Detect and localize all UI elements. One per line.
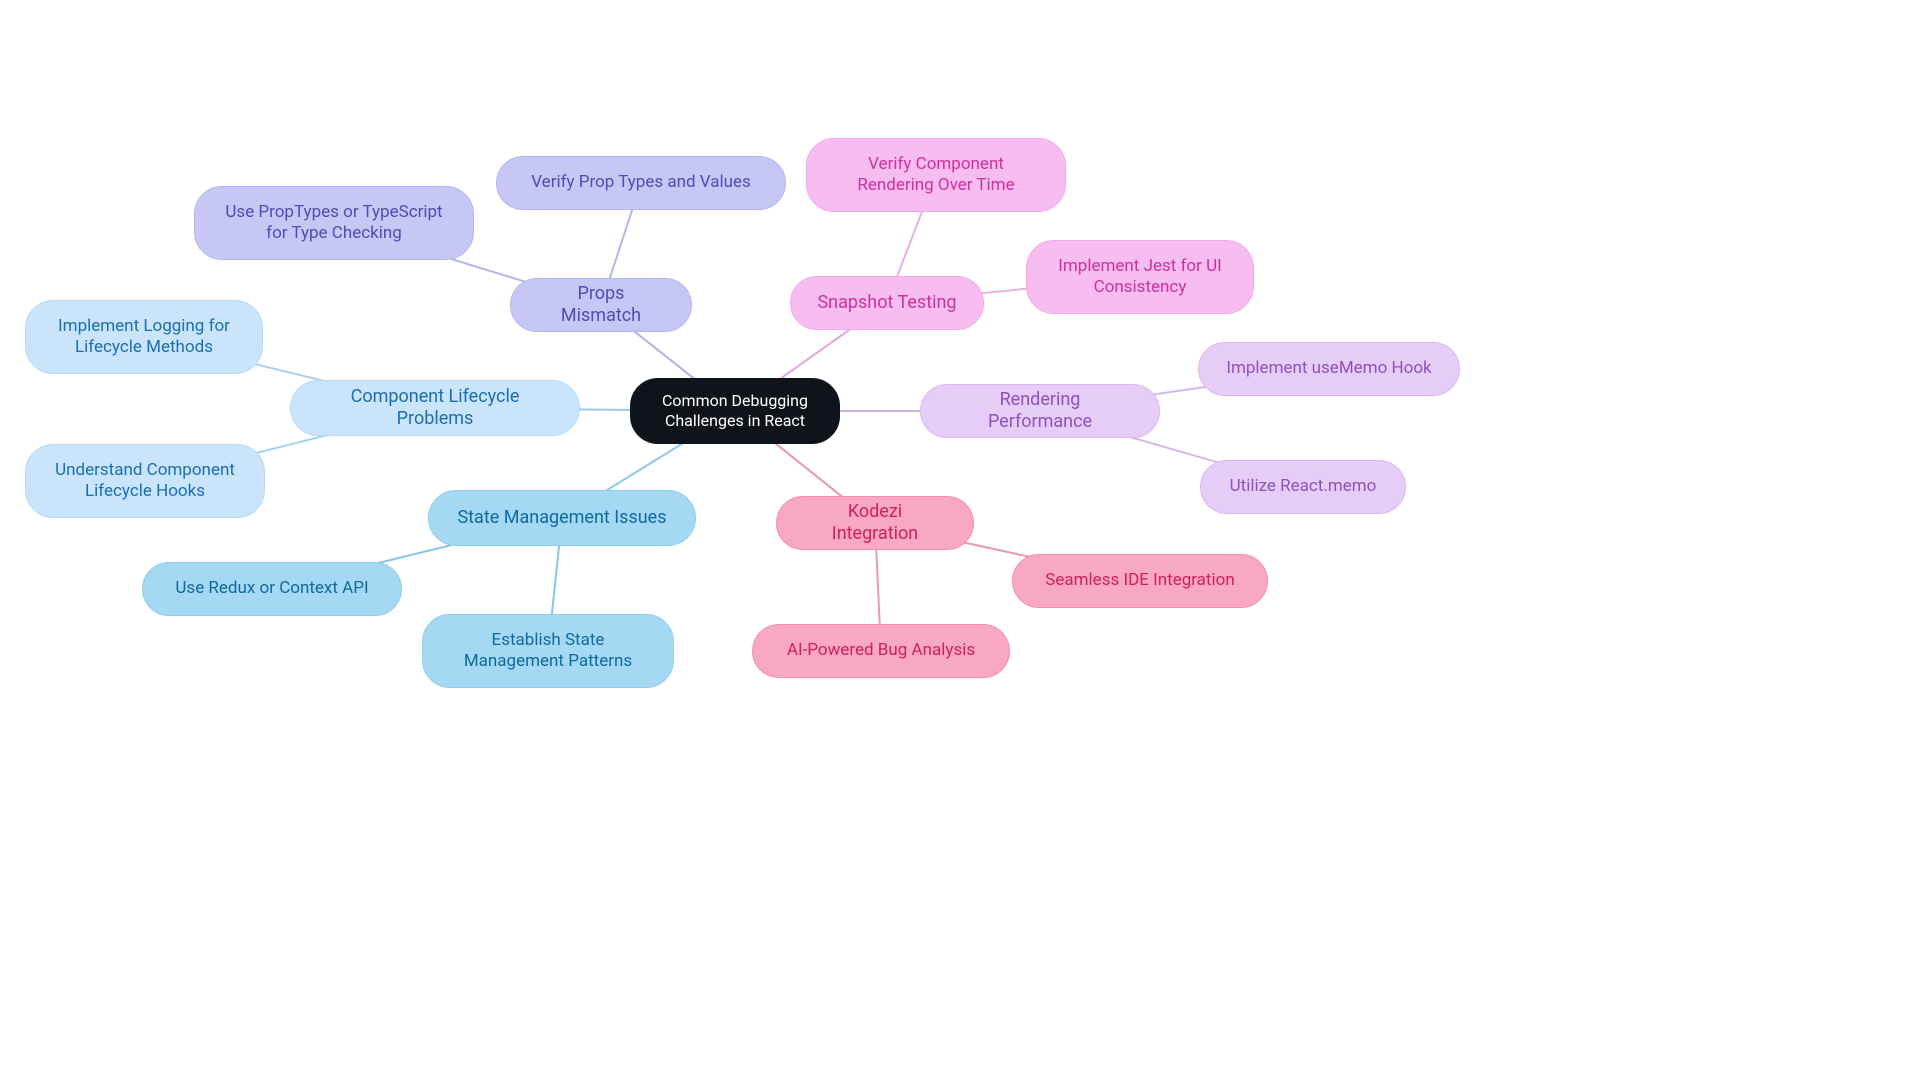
node-state_patterns: Establish State Management Patterns [422, 614, 674, 688]
node-label: Verify Component Rendering Over Time [833, 154, 1039, 197]
node-lifecycle: Component Lifecycle Problems [290, 380, 580, 436]
node-label: Common Debugging Challenges in React [657, 391, 813, 431]
node-label: Seamless IDE Integration [1045, 570, 1234, 591]
node-label: Snapshot Testing [817, 292, 956, 315]
node-label: Use PropTypes or TypeScript for Type Che… [221, 202, 447, 245]
node-label: Verify Prop Types and Values [531, 172, 751, 193]
node-snapshot_verify: Verify Component Rendering Over Time [806, 138, 1066, 212]
node-label: Rendering Performance [947, 389, 1133, 434]
node-label: Component Lifecycle Problems [317, 386, 553, 431]
node-props: Props Mismatch [510, 278, 692, 332]
node-rendering: Rendering Performance [920, 384, 1160, 438]
node-label: Kodezi Integration [803, 501, 947, 546]
node-label: State Management Issues [457, 507, 666, 530]
node-snapshot_jest: Implement Jest for UI Consistency [1026, 240, 1254, 314]
node-snapshot: Snapshot Testing [790, 276, 984, 330]
node-label: Props Mismatch [537, 283, 665, 328]
node-label: Implement Logging for Lifecycle Methods [52, 316, 236, 359]
node-label: Understand Component Lifecycle Hooks [52, 460, 238, 503]
node-props_ts: Use PropTypes or TypeScript for Type Che… [194, 186, 474, 260]
node-kodezi_ide: Seamless IDE Integration [1012, 554, 1268, 608]
node-lifecycle_hooks: Understand Component Lifecycle Hooks [25, 444, 265, 518]
node-kodezi: Kodezi Integration [776, 496, 974, 550]
node-label: Implement useMemo Hook [1226, 358, 1431, 379]
node-props_verify: Verify Prop Types and Values [496, 156, 786, 210]
node-rendering_memo: Utilize React.memo [1200, 460, 1406, 514]
node-state: State Management Issues [428, 490, 696, 546]
node-rendering_usememo: Implement useMemo Hook [1198, 342, 1460, 396]
node-kodezi_ai: AI-Powered Bug Analysis [752, 624, 1010, 678]
node-label: Utilize React.memo [1230, 476, 1377, 497]
node-label: Establish State Management Patterns [449, 630, 647, 673]
node-label: Implement Jest for UI Consistency [1053, 256, 1227, 299]
mindmap-canvas: Common Debugging Challenges in React Comp… [0, 0, 1920, 1083]
node-state_redux: Use Redux or Context API [142, 562, 402, 616]
node-label: AI-Powered Bug Analysis [787, 640, 975, 661]
node-label: Use Redux or Context API [175, 578, 368, 599]
node-root: Common Debugging Challenges in React [630, 378, 840, 444]
node-lifecycle_logging: Implement Logging for Lifecycle Methods [25, 300, 263, 374]
